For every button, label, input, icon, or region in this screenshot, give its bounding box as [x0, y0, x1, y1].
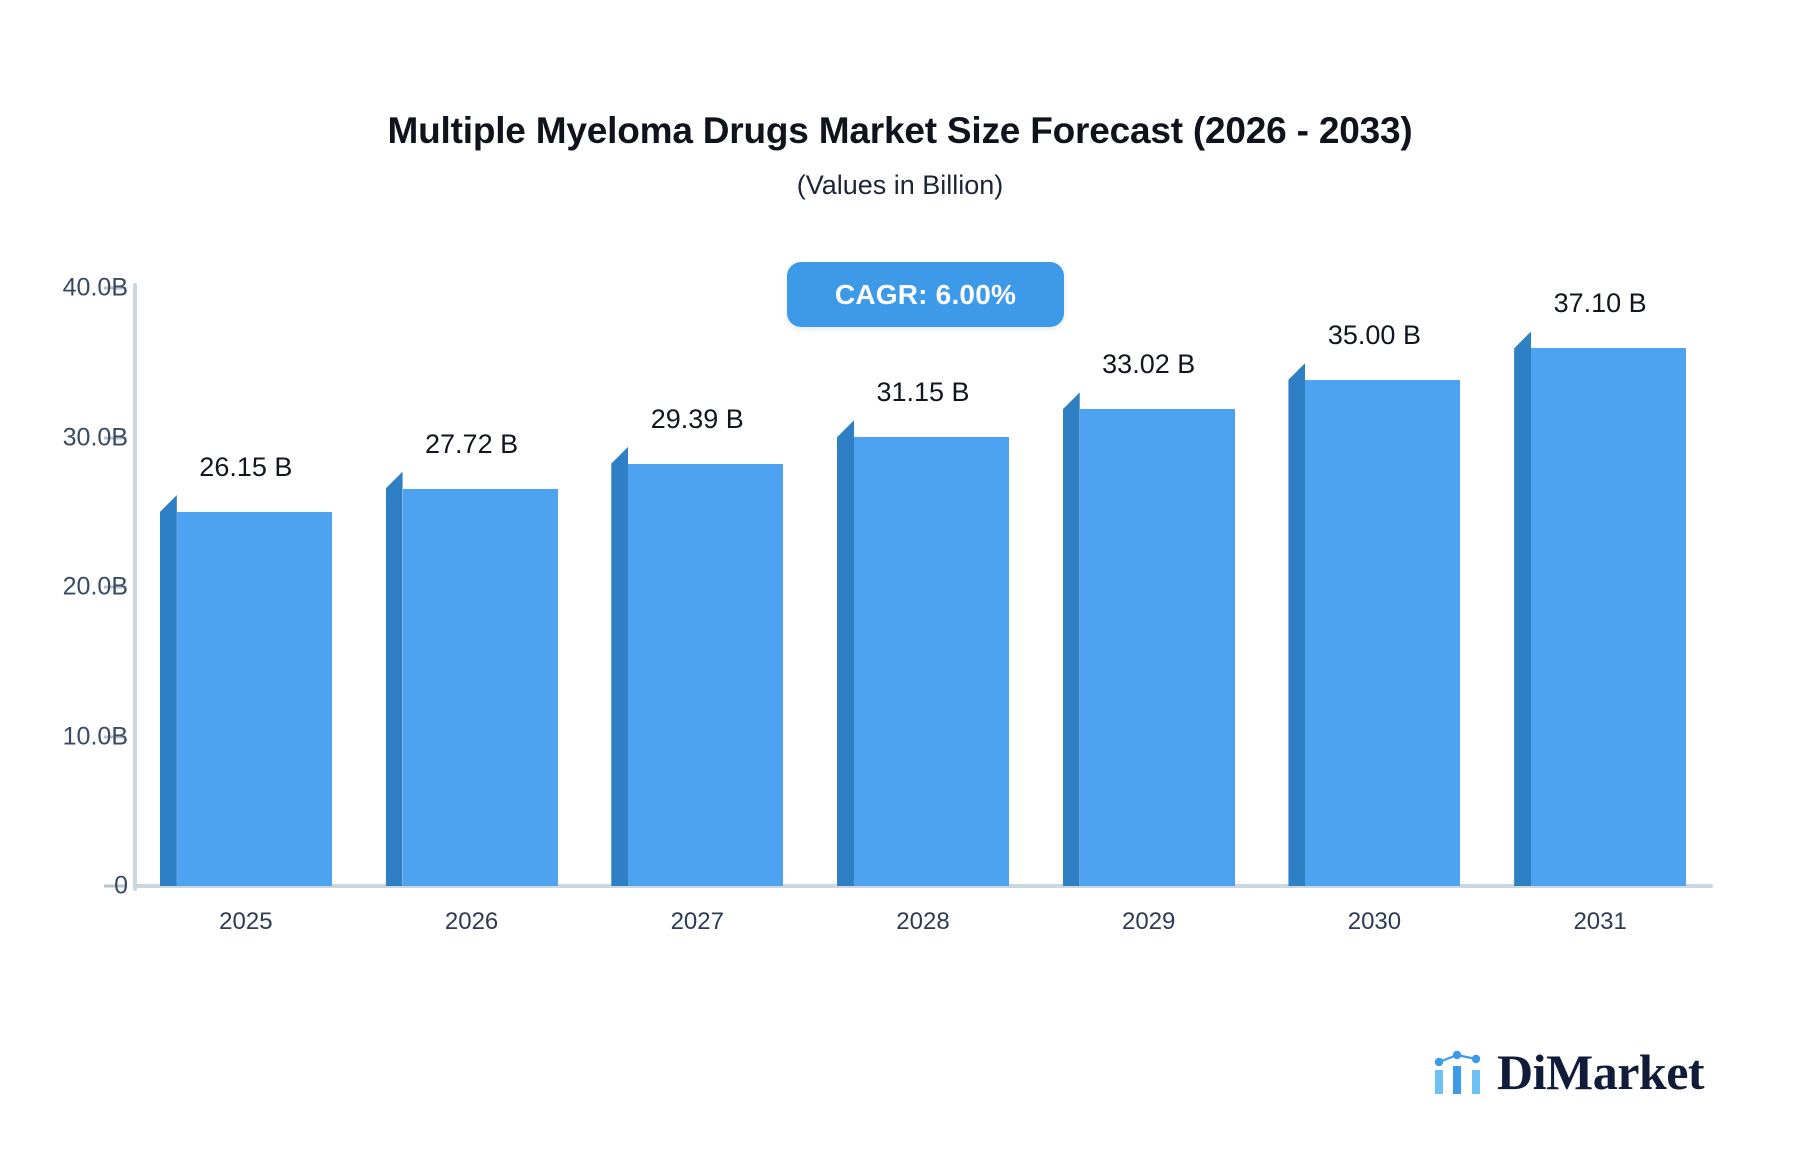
bar-side-panel [1062, 392, 1080, 886]
y-axis-tick-label: 30.0B [62, 423, 128, 451]
logo-wordmark: DiMarket [1497, 1044, 1705, 1100]
chart-subtitle: (Values in Billion) [796, 170, 1004, 200]
bar-face [628, 463, 784, 886]
bar-side-panel [1288, 362, 1306, 886]
bar-value-label: 37.10 B [1553, 288, 1647, 319]
y-axis-tick-mark [104, 884, 126, 888]
y-axis-tick-mark [104, 735, 126, 738]
y-axis-tick-mark [104, 585, 126, 589]
bar-face [176, 512, 332, 886]
bar: 29.39 B [611, 404, 784, 886]
bar-face [1531, 348, 1687, 886]
y-axis-tick-label: 0 [114, 871, 128, 900]
bar-face [854, 437, 1009, 886]
bar-value-label: 33.02 B [1102, 349, 1196, 380]
bar: 26.15 B [159, 452, 332, 886]
bar: 33.02 B [1062, 349, 1235, 886]
x-axis-tick-label: 2025 [219, 908, 273, 935]
bar-face [1079, 409, 1235, 886]
bar-chart-logo-icon [1432, 1050, 1484, 1096]
bar-side-panel [1514, 331, 1532, 886]
bar: 27.72 B [385, 429, 558, 886]
bar: 35.00 B [1288, 320, 1461, 886]
bar-side-panel [611, 446, 629, 886]
x-axis-line [133, 884, 1713, 888]
bar-side-panel [385, 471, 403, 886]
x-axis-tick-label: 2030 [1347, 908, 1402, 935]
bar: 37.10 B [1514, 288, 1687, 886]
y-axis-tick-label: 40.0B [62, 273, 128, 302]
y-axis-tick-mark [104, 436, 126, 439]
bar-value-label: 27.72 B [425, 428, 519, 459]
bar-side-panel [837, 420, 854, 886]
x-axis-tick-label: 2029 [1122, 908, 1176, 935]
bar-face [1305, 379, 1461, 886]
bar-face [402, 488, 558, 886]
x-axis-tick-label: 2028 [896, 908, 950, 935]
bar-value-label: 31.15 B [876, 377, 970, 408]
y-axis-tick-label: 10.0B [62, 722, 128, 750]
bar: 31.15 B [837, 377, 1009, 886]
cagr-badge: CAGR: 6.00% [787, 262, 1064, 327]
y-axis-tick-mark [104, 286, 126, 290]
bar-side-panel [159, 495, 177, 886]
cagr-badge-label: CAGR: 6.00% [834, 278, 1017, 310]
y-axis-tick-label: 20.0B [62, 572, 128, 601]
dimarket-logo: DiMarket [1432, 1044, 1705, 1100]
bar-value-label: 29.39 B [650, 403, 744, 434]
x-axis-tick-label: 2026 [444, 908, 499, 935]
chart-title: Multiple Myeloma Drugs Market Size Forec… [387, 110, 1413, 151]
x-axis-tick-label: 2027 [670, 908, 724, 935]
bar-value-label: 35.00 B [1327, 319, 1421, 350]
x-axis-tick-label: 2031 [1573, 908, 1627, 935]
bar-value-label: 26.15 B [199, 452, 293, 483]
y-axis-line [133, 283, 137, 891]
